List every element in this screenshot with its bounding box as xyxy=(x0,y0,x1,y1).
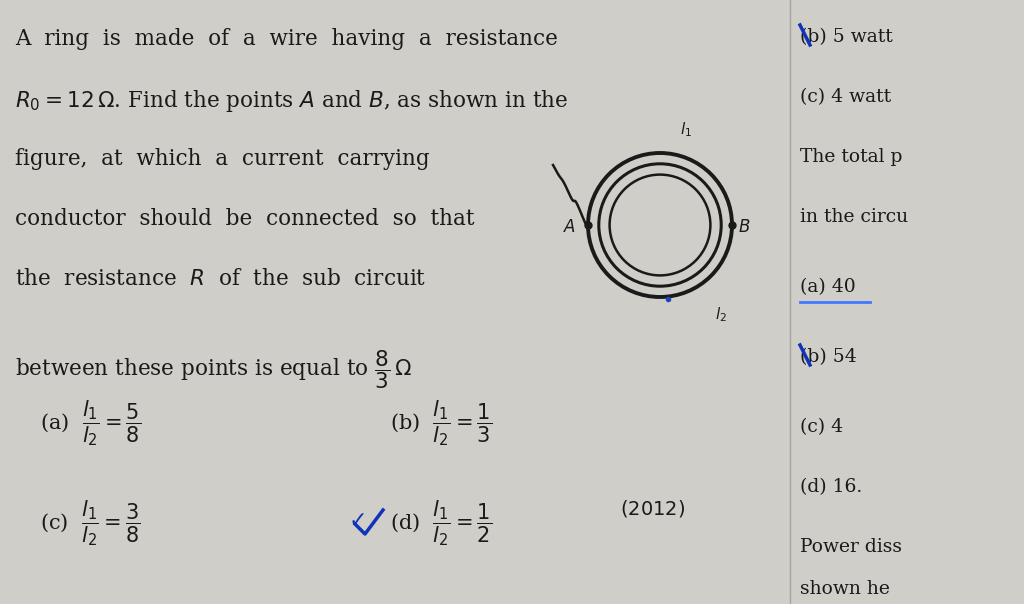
Text: $\checkmark$: $\checkmark$ xyxy=(348,508,365,530)
Text: (c) 4 watt: (c) 4 watt xyxy=(800,88,891,106)
Text: (b) 54: (b) 54 xyxy=(800,348,857,366)
Text: (d) 16.: (d) 16. xyxy=(800,478,862,496)
Text: the  resistance  $R$  of  the  sub  circuit: the resistance $R$ of the sub circuit xyxy=(15,268,426,290)
Text: (c) 4: (c) 4 xyxy=(800,418,843,436)
Text: (b) 5 watt: (b) 5 watt xyxy=(800,28,893,46)
Text: $(2012)$: $(2012)$ xyxy=(620,498,685,519)
Text: (c)  $\dfrac{l_1}{l_2} = \dfrac{3}{8}$: (c) $\dfrac{l_1}{l_2} = \dfrac{3}{8}$ xyxy=(40,498,140,548)
Text: A  ring  is  made  of  a  wire  having  a  resistance: A ring is made of a wire having a resist… xyxy=(15,28,558,50)
Text: (b)  $\dfrac{l_1}{l_2} = \dfrac{1}{3}$: (b) $\dfrac{l_1}{l_2} = \dfrac{1}{3}$ xyxy=(390,398,493,448)
Text: (a)  $\dfrac{l_1}{l_2} = \dfrac{5}{8}$: (a) $\dfrac{l_1}{l_2} = \dfrac{5}{8}$ xyxy=(40,398,141,448)
Text: between these points is equal to $\dfrac{8}{3}\,\Omega$: between these points is equal to $\dfrac… xyxy=(15,348,412,391)
Text: $l_2$: $l_2$ xyxy=(715,305,727,324)
Text: $A$: $A$ xyxy=(563,219,575,237)
Text: $B$: $B$ xyxy=(738,219,751,237)
Text: figure,  at  which  a  current  carrying: figure, at which a current carrying xyxy=(15,148,430,170)
Text: The total p: The total p xyxy=(800,148,902,166)
Text: shown he: shown he xyxy=(800,580,890,598)
Text: (d)  $\dfrac{l_1}{l_2} = \dfrac{1}{2}$: (d) $\dfrac{l_1}{l_2} = \dfrac{1}{2}$ xyxy=(390,498,493,548)
Text: Power diss: Power diss xyxy=(800,538,902,556)
Text: in the circu: in the circu xyxy=(800,208,908,226)
Text: $l_1$: $l_1$ xyxy=(680,120,692,139)
Text: conductor  should  be  connected  so  that: conductor should be connected so that xyxy=(15,208,474,230)
Text: $R_0 = 12\,\Omega$. Find the points $A$ and $B$, as shown in the: $R_0 = 12\,\Omega$. Find the points $A$ … xyxy=(15,88,568,114)
Text: (a) 40: (a) 40 xyxy=(800,278,856,296)
